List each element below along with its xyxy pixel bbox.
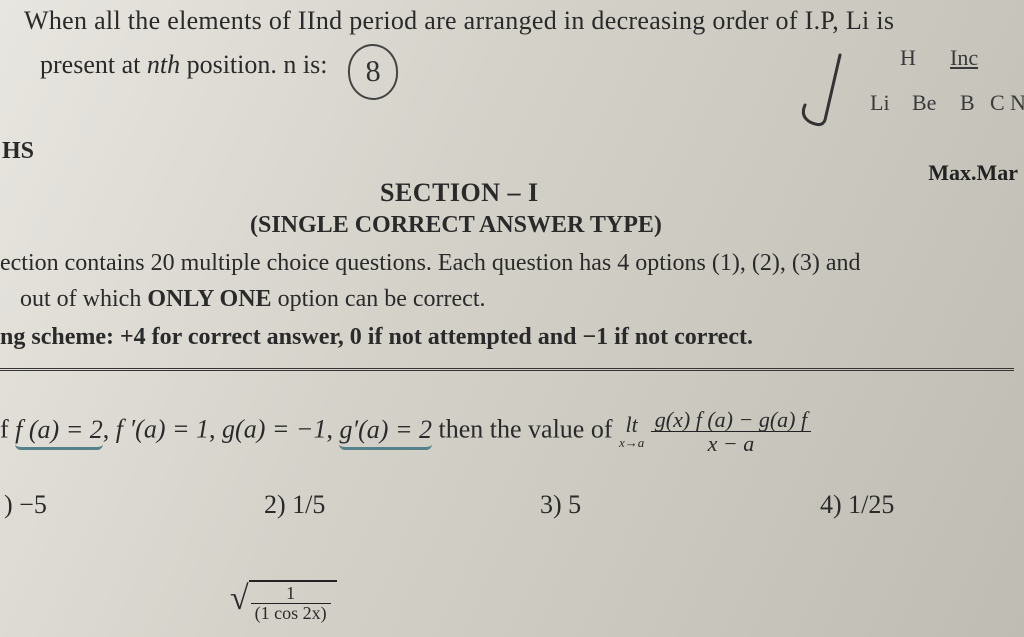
- top-q2-a: present at: [40, 50, 147, 79]
- section-desc-line2-a: out of which: [20, 286, 147, 312]
- handw-h: H: [900, 45, 916, 71]
- handw-c: C: [990, 90, 1005, 116]
- q1-stem: f f (a) = 2, f ′(a) = 1, g(a) = −1, g′(a…: [0, 408, 811, 455]
- q1-fa: f (a) = 2: [15, 415, 103, 444]
- exam-page: When all the elements of IInd period are…: [0, 0, 1024, 637]
- q1-lim-sym: lt: [626, 412, 638, 437]
- section-title: SECTION – I: [380, 178, 539, 208]
- top-q2-nth: nth: [147, 50, 180, 79]
- q1-option-2[interactable]: 2) 1/5: [264, 490, 325, 520]
- q1-frac-num: g(x) f (a) − g(a) f: [651, 408, 811, 432]
- hs-label: HS: [2, 138, 34, 165]
- handw-n: N: [1010, 90, 1024, 116]
- top-question-line1: When all the elements of IInd period are…: [24, 6, 894, 36]
- handw-inc: Inc: [950, 45, 978, 71]
- q1-then: then the value of: [439, 415, 620, 444]
- marking-scheme: ng scheme: +4 for correct answer, 0 if n…: [0, 324, 753, 351]
- cutoff-next-q-radical: √ 1 (1 cos 2x): [230, 580, 337, 623]
- q1-frac-den: x − a: [651, 432, 811, 455]
- q1-prefix: f: [0, 415, 15, 444]
- top-question-line2: present at nth position. n is:: [40, 50, 327, 80]
- q1-option-3[interactable]: 3) 5: [540, 490, 581, 520]
- q1-gpa: g′(a) = 2: [339, 415, 432, 444]
- handw-li: Li: [870, 90, 890, 116]
- q1-option-1[interactable]: ) −5: [4, 490, 47, 520]
- top-q2-c: position. n is:: [180, 50, 327, 79]
- q1-ga: g(a) = −1: [222, 415, 326, 444]
- cut-frac-den: (1 cos 2x): [251, 604, 331, 623]
- hand-drawn-hook: [770, 50, 860, 130]
- section-desc-line2: out of which ONLY ONE option can be corr…: [20, 286, 485, 313]
- cut-frac-num: 1: [251, 584, 331, 604]
- handw-b: B: [960, 90, 975, 116]
- section-desc-line1: ection contains 20 multiple choice quest…: [0, 250, 860, 277]
- q1-option-4[interactable]: 4) 1/25: [820, 490, 894, 520]
- handw-be: Be: [912, 90, 936, 116]
- max-marks-label: Max.Mar: [928, 160, 1018, 186]
- section-desc-line2-d: option can be correct.: [272, 286, 486, 312]
- q1-fraction: g(x) f (a) − g(a) f x − a: [651, 408, 811, 455]
- q1-lim-sub: x→a: [619, 436, 644, 449]
- section-subtitle: (SINGLE CORRECT ANSWER TYPE): [250, 212, 662, 239]
- q1-fpa: f ′(a) = 1: [116, 415, 209, 444]
- divider-double-rule: [0, 368, 1014, 371]
- section-desc-onlyone: ONLY ONE: [147, 286, 271, 312]
- q1-limit: lt x→a: [619, 414, 644, 449]
- handwritten-answer-circle: 8: [347, 43, 400, 102]
